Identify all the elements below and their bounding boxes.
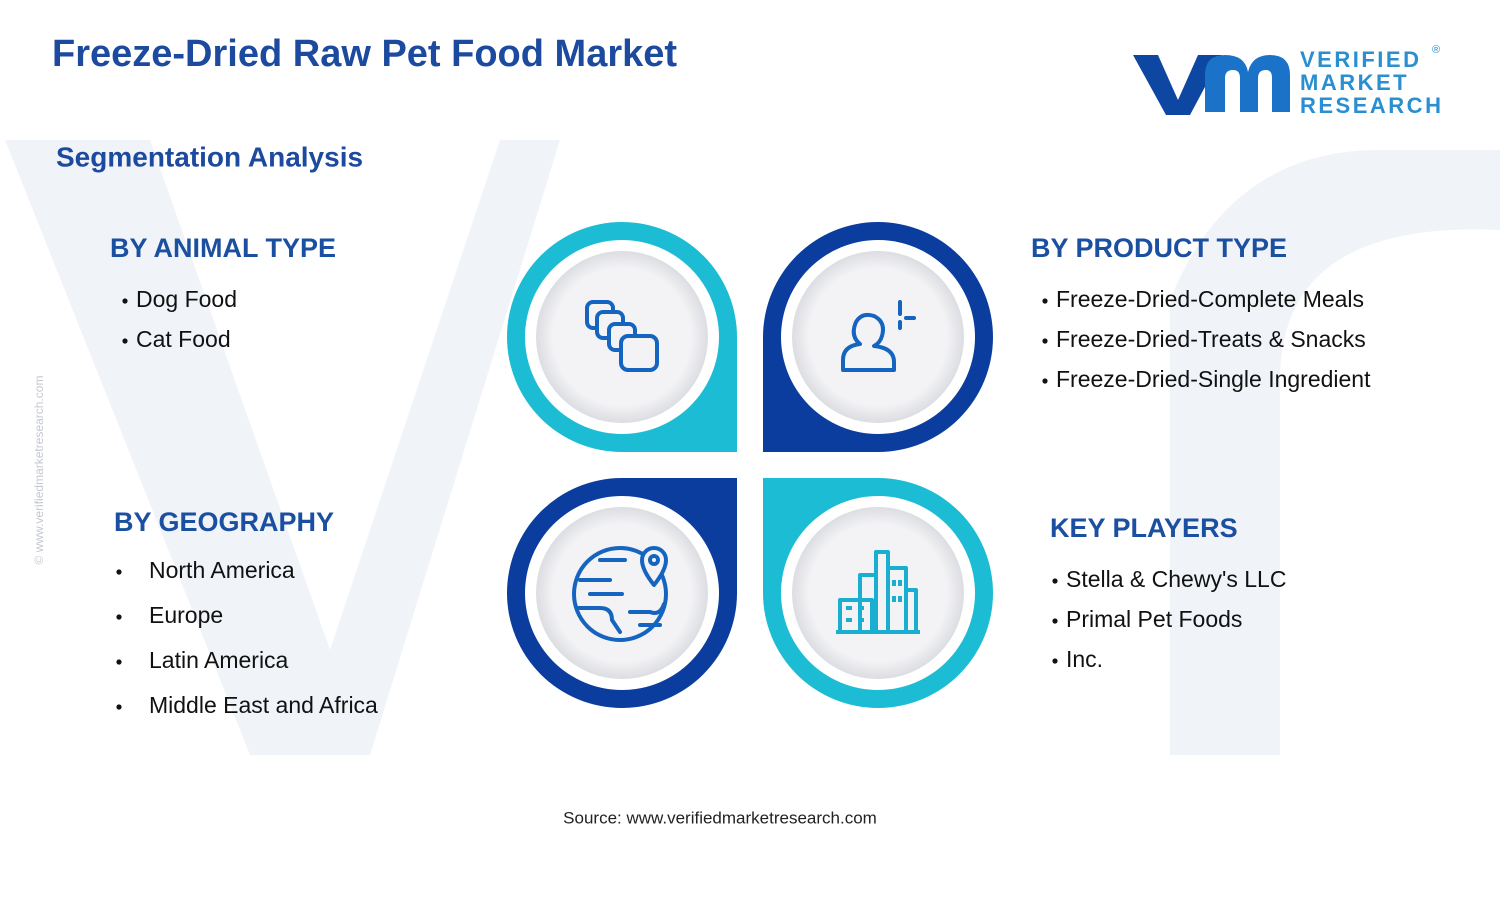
logo-text: RESEARCH (1300, 93, 1443, 118)
segment-item: Latin America (149, 647, 289, 673)
logo-registered: ® (1432, 44, 1440, 56)
icon-globe (572, 546, 668, 642)
segment-item: Freeze-Dried-Single Ingredient (1056, 366, 1371, 392)
icon-stack (585, 300, 659, 372)
segment-item: Inc. (1066, 646, 1103, 672)
segment-item: Dog Food (136, 286, 237, 312)
segment-item: Freeze-Dried-Complete Meals (1056, 286, 1364, 312)
segment-item: Middle East and Africa (149, 692, 378, 718)
logo-text: MARKET (1300, 70, 1409, 95)
bullet (1042, 338, 1048, 344)
segment-item: Primal Pet Foods (1066, 606, 1242, 632)
title: Freeze-Dried Raw Pet Food Market (52, 33, 677, 75)
bullet (122, 338, 128, 344)
watermark-text: © www.verifiedmarketresearch.com (32, 376, 46, 565)
subtitle: Segmentation Analysis (56, 141, 363, 172)
segment-item: Cat Food (136, 326, 231, 352)
segment-item: Freeze-Dried-Treats & Snacks (1056, 326, 1366, 352)
bullet (1052, 658, 1058, 664)
source: Source: www.verifiedmarketresearch.com (563, 808, 877, 827)
segment-heading: BY PRODUCT TYPE (1031, 233, 1287, 263)
bullet (1052, 618, 1058, 624)
bullet (1042, 378, 1048, 384)
segment-item: Europe (149, 602, 223, 628)
bullet (116, 659, 122, 665)
icon-buildings (836, 550, 920, 634)
logo: VERIFIED MARKET RESEARCH ® (1133, 44, 1443, 118)
icon-person (841, 300, 916, 372)
bullet (116, 704, 122, 710)
segment-heading: KEY PLAYERS (1050, 513, 1238, 543)
segment-item: Stella & Chewy's LLC (1066, 566, 1286, 592)
bullet (1052, 578, 1058, 584)
petal-inner (792, 251, 964, 423)
segment-item: North America (149, 557, 295, 583)
bullet (122, 298, 128, 304)
bullet (1042, 298, 1048, 304)
bullet (116, 569, 122, 575)
bullet (116, 614, 122, 620)
segment-heading: BY ANIMAL TYPE (110, 233, 336, 263)
watermark-shape (5, 140, 1500, 755)
segment-heading: BY GEOGRAPHY (114, 507, 334, 537)
logo-text: VERIFIED (1300, 47, 1421, 72)
